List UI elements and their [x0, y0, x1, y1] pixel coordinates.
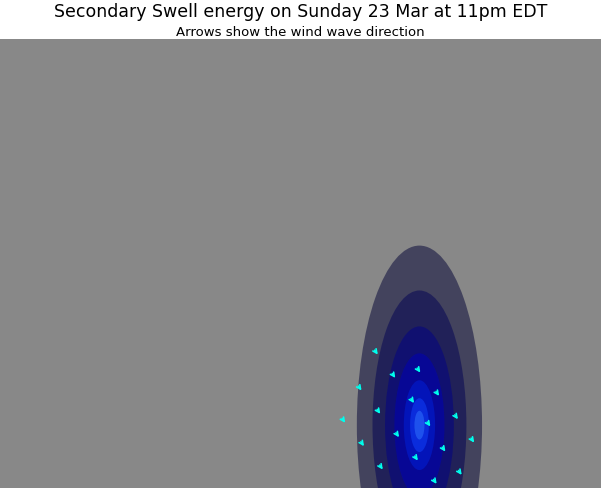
Ellipse shape	[357, 246, 482, 488]
Ellipse shape	[373, 291, 466, 488]
Ellipse shape	[410, 398, 429, 452]
Text: Secondary Swell energy on Sunday 23 Mar at 11pm EDT: Secondary Swell energy on Sunday 23 Mar …	[54, 3, 547, 21]
Ellipse shape	[404, 381, 435, 470]
Text: Arrows show the wind wave direction: Arrows show the wind wave direction	[176, 25, 425, 39]
Ellipse shape	[385, 327, 454, 488]
Ellipse shape	[415, 411, 424, 440]
Ellipse shape	[394, 354, 445, 488]
